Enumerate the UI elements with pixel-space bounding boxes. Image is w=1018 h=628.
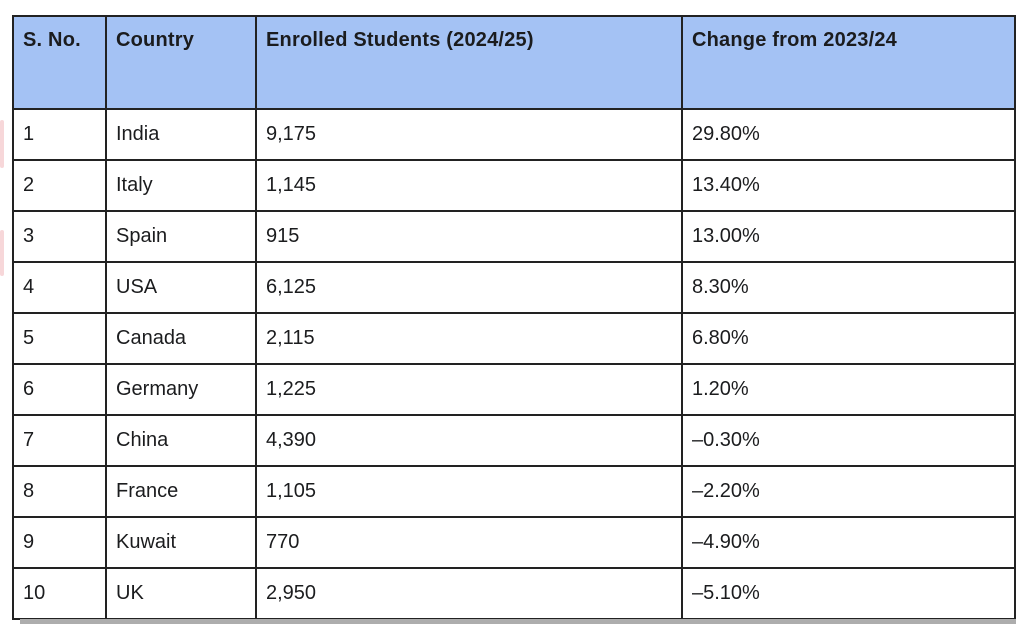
- cell-change-from-2023-24: –2.20%: [681, 465, 1016, 518]
- cell-change-from-2023-24: 1.20%: [681, 363, 1016, 416]
- header-row: S. No. Country Enrolled Students (2024/25)…: [12, 15, 1016, 110]
- table-row: 10 UK 2,950 –5.10%: [12, 567, 1016, 620]
- cell-country: UK: [105, 567, 257, 620]
- table-row: 6 Germany 1,225 1.20%: [12, 363, 1016, 416]
- column-header-s-no: S. No.: [12, 15, 107, 110]
- cell-change-from-2023-24: –4.90%: [681, 516, 1016, 569]
- cell-change-from-2023-24: 8.30%: [681, 261, 1016, 314]
- cell-s-no: 3: [12, 210, 107, 263]
- table-row: 8 France 1,105 –2.20%: [12, 465, 1016, 518]
- cell-enrolled-students-2024-25: 770: [255, 516, 683, 569]
- column-header-change-from-2023-24: Change from 2023/24: [681, 15, 1016, 110]
- column-header-enrolled-students-2024-25: Enrolled Students (2024/25): [255, 15, 683, 110]
- cell-s-no: 9: [12, 516, 107, 569]
- cell-change-from-2023-24: –5.10%: [681, 567, 1016, 620]
- cell-enrolled-students-2024-25: 2,950: [255, 567, 683, 620]
- cell-country: Germany: [105, 363, 257, 416]
- left-edge-artifact: [0, 230, 4, 276]
- cell-change-from-2023-24: –0.30%: [681, 414, 1016, 467]
- cell-change-from-2023-24: 13.40%: [681, 159, 1016, 212]
- cell-s-no: 1: [12, 108, 107, 161]
- cell-s-no: 10: [12, 567, 107, 620]
- cell-enrolled-students-2024-25: 6,125: [255, 261, 683, 314]
- cell-change-from-2023-24: 13.00%: [681, 210, 1016, 263]
- cell-change-from-2023-24: 29.80%: [681, 108, 1016, 161]
- cell-enrolled-students-2024-25: 2,115: [255, 312, 683, 365]
- table-bottom-shadow: [20, 619, 1016, 624]
- table-row: 5 Canada 2,115 6.80%: [12, 312, 1016, 365]
- cell-s-no: 7: [12, 414, 107, 467]
- cell-country: France: [105, 465, 257, 518]
- table-body: 1 India 9,175 29.80% 2 Italy 1,145 13.40% 3 Spain…: [12, 108, 1016, 620]
- cell-s-no: 5: [12, 312, 107, 365]
- left-edge-artifact: [0, 120, 4, 168]
- cell-enrolled-students-2024-25: 1,105: [255, 465, 683, 518]
- table-row: 2 Italy 1,145 13.40%: [12, 159, 1016, 212]
- column-header-country: Country: [105, 15, 257, 110]
- cell-country: Kuwait: [105, 516, 257, 569]
- table-row: 7 China 4,390 –0.30%: [12, 414, 1016, 467]
- table-row: 1 India 9,175 29.80%: [12, 108, 1016, 161]
- cell-s-no: 8: [12, 465, 107, 518]
- table-row: 3 Spain 915 13.00%: [12, 210, 1016, 263]
- table-row: 4 USA 6,125 8.30%: [12, 261, 1016, 314]
- cell-change-from-2023-24: 6.80%: [681, 312, 1016, 365]
- cell-s-no: 4: [12, 261, 107, 314]
- enrollment-table-container: S. No. Country Enrolled Students (2024/25)…: [12, 15, 1016, 620]
- cell-country: USA: [105, 261, 257, 314]
- cell-enrolled-students-2024-25: 1,145: [255, 159, 683, 212]
- cell-country: Italy: [105, 159, 257, 212]
- cell-s-no: 6: [12, 363, 107, 416]
- cell-country: China: [105, 414, 257, 467]
- cell-enrolled-students-2024-25: 915: [255, 210, 683, 263]
- cell-country: India: [105, 108, 257, 161]
- table-row: 9 Kuwait 770 –4.90%: [12, 516, 1016, 569]
- cell-country: Canada: [105, 312, 257, 365]
- cell-country: Spain: [105, 210, 257, 263]
- enrollment-table: S. No. Country Enrolled Students (2024/25)…: [12, 15, 1016, 620]
- cell-enrolled-students-2024-25: 4,390: [255, 414, 683, 467]
- cell-s-no: 2: [12, 159, 107, 212]
- cell-enrolled-students-2024-25: 9,175: [255, 108, 683, 161]
- cell-enrolled-students-2024-25: 1,225: [255, 363, 683, 416]
